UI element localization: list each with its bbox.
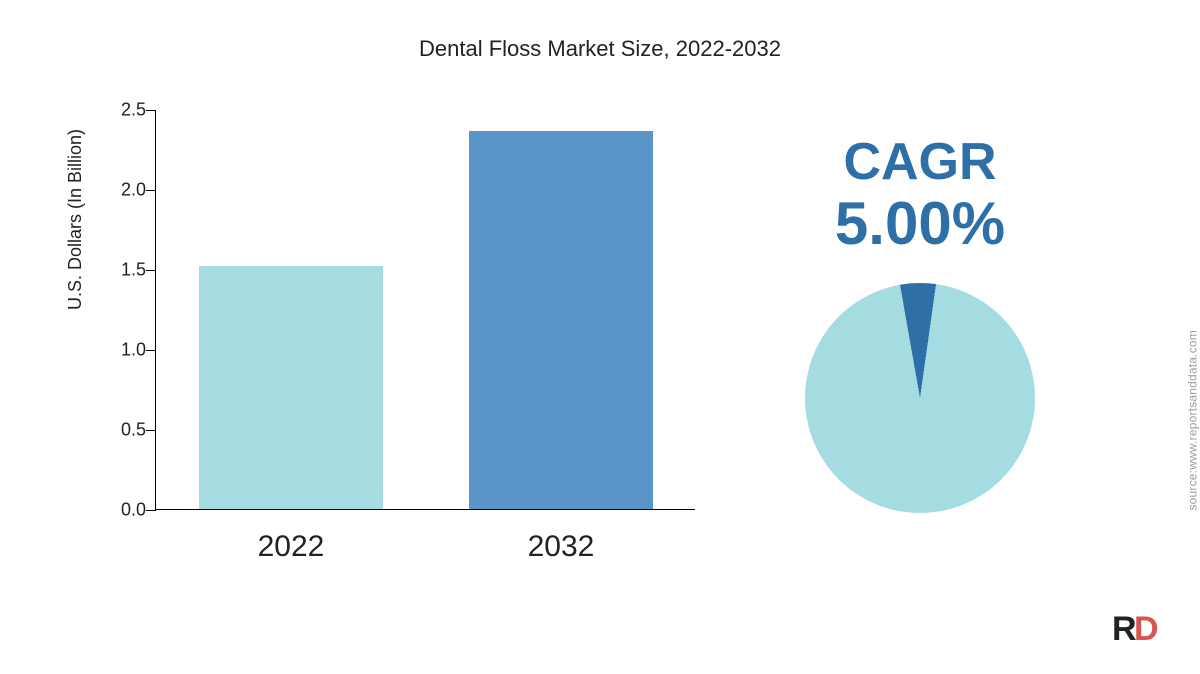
y-tick bbox=[146, 110, 156, 111]
source-attribution: source:www.reportsanddata.com bbox=[1186, 330, 1200, 511]
y-tick bbox=[146, 270, 156, 271]
x-tick-label: 2022 bbox=[191, 530, 391, 564]
bar-chart: 0.00.51.01.52.02.520222032 bbox=[155, 110, 695, 510]
y-tick-label: 0.5 bbox=[106, 420, 146, 441]
cagr-label: CAGR bbox=[760, 135, 1080, 190]
y-tick-label: 1.0 bbox=[106, 340, 146, 361]
bar bbox=[469, 131, 654, 509]
cagr-value: 5.00% bbox=[760, 192, 1080, 255]
bar-plot-area: 0.00.51.01.52.02.520222032 bbox=[155, 110, 695, 510]
bar bbox=[199, 266, 384, 509]
chart-title: Dental Floss Market Size, 2022-2032 bbox=[0, 36, 1200, 62]
brand-logo: R D bbox=[1112, 610, 1164, 646]
y-tick bbox=[146, 430, 156, 431]
cagr-panel: CAGR 5.00% bbox=[760, 135, 1080, 513]
y-tick bbox=[146, 510, 156, 511]
y-tick-label: 1.5 bbox=[106, 260, 146, 281]
y-tick-label: 2.0 bbox=[106, 180, 146, 201]
y-axis-title: U.S. Dollars (In Billion) bbox=[65, 129, 86, 310]
y-tick bbox=[146, 350, 156, 351]
y-tick bbox=[146, 190, 156, 191]
y-tick-label: 0.0 bbox=[106, 500, 146, 521]
svg-text:D: D bbox=[1134, 610, 1159, 646]
svg-text:R: R bbox=[1112, 610, 1137, 646]
y-tick-label: 2.5 bbox=[106, 100, 146, 121]
x-tick-label: 2032 bbox=[461, 530, 661, 564]
pie-chart bbox=[805, 283, 1035, 513]
